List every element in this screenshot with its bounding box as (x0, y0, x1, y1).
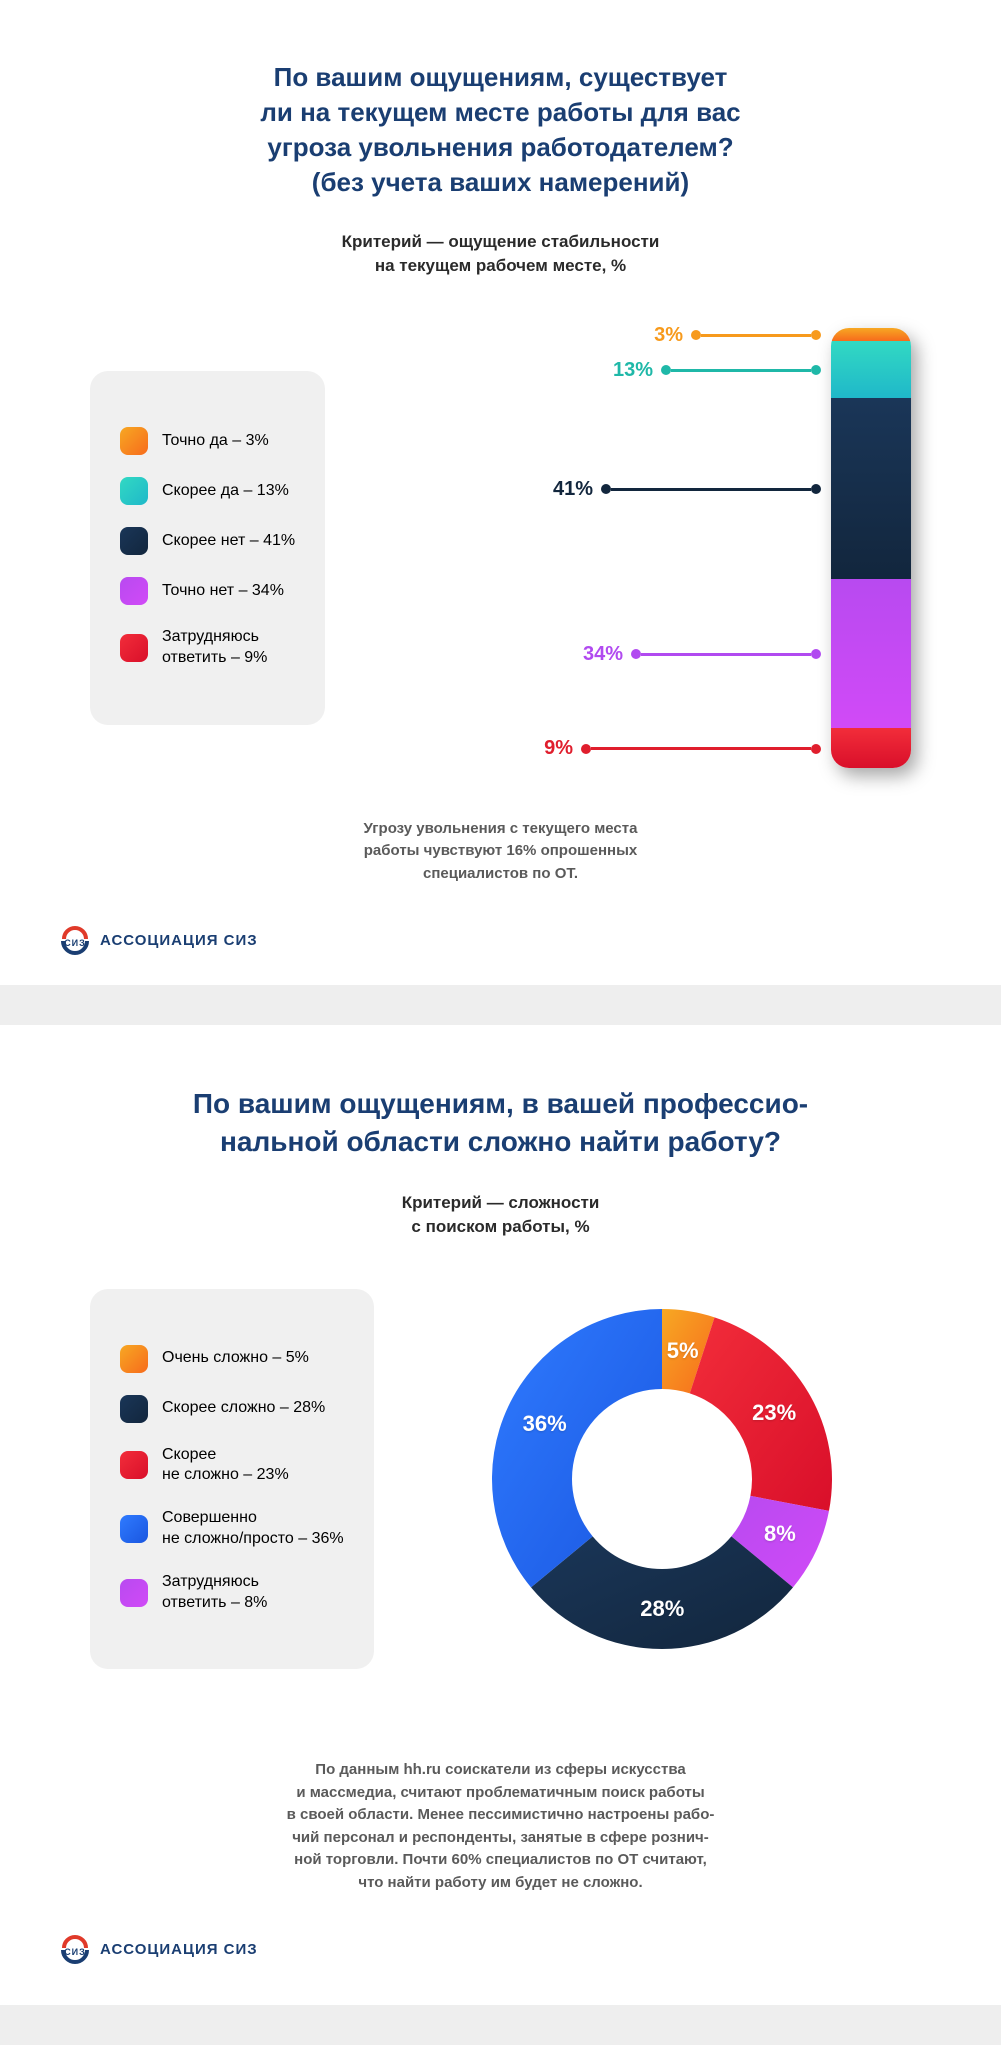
pct-label: 3% (654, 324, 683, 347)
slide1-title: По вашим ощущениям, существует ли на тек… (151, 60, 851, 200)
stacked-bar (831, 328, 911, 768)
pointer-line (641, 653, 811, 656)
legend-label: Очень сложно – 5% (162, 1348, 309, 1369)
logo-icon: СИЗ (60, 1934, 90, 1964)
slide2-footnote: По данным hh.ru соискатели из сферы иску… (201, 1759, 801, 1894)
legend-label: Скорее да – 13% (162, 481, 289, 502)
pct-label: 41% (553, 478, 593, 501)
pointer-dot-icon (811, 484, 821, 494)
donut-pct-label: 23% (752, 1400, 796, 1426)
legend-swatch (120, 1345, 148, 1373)
legend-item: Точно нет – 34% (120, 577, 295, 605)
legend-label: Скорее не сложно – 23% (162, 1445, 289, 1487)
slide2-subtitle: Критерий — сложности с поиском работы, % (60, 1191, 941, 1239)
legend-swatch (120, 1579, 148, 1607)
legend-swatch (120, 1395, 148, 1423)
legend-label: Точно нет – 34% (162, 581, 284, 602)
bar-segment (831, 341, 911, 398)
bar-pointer: 9% (365, 737, 821, 760)
pointer-dot-icon (811, 330, 821, 340)
legend-item: Совершенно не сложно/просто – 36% (120, 1508, 344, 1550)
bar-segment (831, 328, 911, 341)
legend-swatch (120, 1515, 148, 1543)
donut-pct-label: 36% (523, 1411, 567, 1437)
legend-swatch (120, 577, 148, 605)
pointer-line (701, 334, 811, 337)
svg-text:СИЗ: СИЗ (64, 938, 86, 948)
legend-label: Скорее сложно – 28% (162, 1398, 325, 1419)
pointer-dot-icon (811, 744, 821, 754)
slide2-title: По вашим ощущениям, в вашей профессио- н… (151, 1085, 851, 1161)
bar-segment (831, 728, 911, 768)
pct-label: 13% (613, 359, 653, 382)
slide1-legend: Точно да – 3% Скорее да – 13% Скорее нет –… (90, 371, 325, 725)
legend-item: Затрудняюсь ответить – 9% (120, 627, 295, 669)
legend-swatch (120, 477, 148, 505)
slide1-chart: 3%13%41%34%9% (365, 328, 911, 768)
bar-segment (831, 398, 911, 578)
pointer-dot-icon (661, 365, 671, 375)
legend-item: Очень сложно – 5% (120, 1345, 344, 1373)
legend-item: Скорее сложно – 28% (120, 1395, 344, 1423)
footer-logo-2: СИЗ АССОЦИАЦИЯ СИЗ (60, 1934, 941, 1964)
slide1-footnote: Угрозу увольнения с текущего места работ… (221, 818, 781, 886)
legend-label: Скорее нет – 41% (162, 531, 295, 552)
pointer-dot-icon (691, 330, 701, 340)
legend-swatch (120, 427, 148, 455)
bar-pointer: 13% (365, 359, 821, 382)
legend-label: Затрудняюсь ответить – 8% (162, 1572, 267, 1614)
pointer-dot-icon (601, 484, 611, 494)
pointer-line (591, 747, 811, 750)
legend-label: Точно да – 3% (162, 431, 269, 452)
legend-label: Затрудняюсь ответить – 9% (162, 627, 267, 669)
slide1-subtitle: Критерий — ощущение стабильности на теку… (60, 230, 941, 278)
legend-label: Совершенно не сложно/просто – 36% (162, 1508, 344, 1550)
slide2-legend: Очень сложно – 5% Скорее сложно – 28% Скор… (90, 1289, 374, 1670)
bar-pointer: 3% (365, 324, 821, 347)
pct-label: 9% (544, 737, 573, 760)
pct-label: 34% (583, 643, 623, 666)
pointer-dot-icon (581, 744, 591, 754)
slide2-chart: 5% 23% 8% 28% 36% (414, 1299, 911, 1659)
bar-pointer: 41% (365, 478, 821, 501)
legend-swatch (120, 527, 148, 555)
legend-item: Скорее не сложно – 23% (120, 1445, 344, 1487)
slide-1: По вашим ощущениям, существует ли на тек… (0, 0, 1001, 985)
legend-item: Скорее нет – 41% (120, 527, 295, 555)
logo-icon: СИЗ (60, 925, 90, 955)
legend-item: Точно да – 3% (120, 427, 295, 455)
pointer-line (611, 488, 811, 491)
donut-pct-label: 8% (764, 1521, 796, 1547)
slide1-content: Точно да – 3% Скорее да – 13% Скорее нет –… (60, 328, 941, 768)
svg-text:СИЗ: СИЗ (64, 1947, 86, 1957)
bar-segment (831, 579, 911, 729)
legend-item: Скорее да – 13% (120, 477, 295, 505)
legend-item: Затрудняюсь ответить – 8% (120, 1572, 344, 1614)
legend-swatch (120, 634, 148, 662)
donut-pct-label: 28% (640, 1596, 684, 1622)
pointer-dot-icon (811, 365, 821, 375)
pointer-dot-icon (811, 649, 821, 659)
logo-text: АССОЦИАЦИЯ СИЗ (100, 1941, 258, 1958)
pointer-dot-icon (631, 649, 641, 659)
logo-text: АССОЦИАЦИЯ СИЗ (100, 932, 258, 949)
donut-pct-label: 5% (667, 1338, 699, 1364)
donut-segment (492, 1309, 662, 1587)
pointer-line (671, 369, 811, 372)
bar-pointer: 34% (365, 643, 821, 666)
footer-logo: СИЗ АССОЦИАЦИЯ СИЗ (60, 925, 941, 955)
slide-2: По вашим ощущениям, в вашей профессио- н… (0, 1025, 1001, 2005)
legend-swatch (120, 1451, 148, 1479)
slide2-content: Очень сложно – 5% Скорее сложно – 28% Скор… (60, 1289, 941, 1670)
